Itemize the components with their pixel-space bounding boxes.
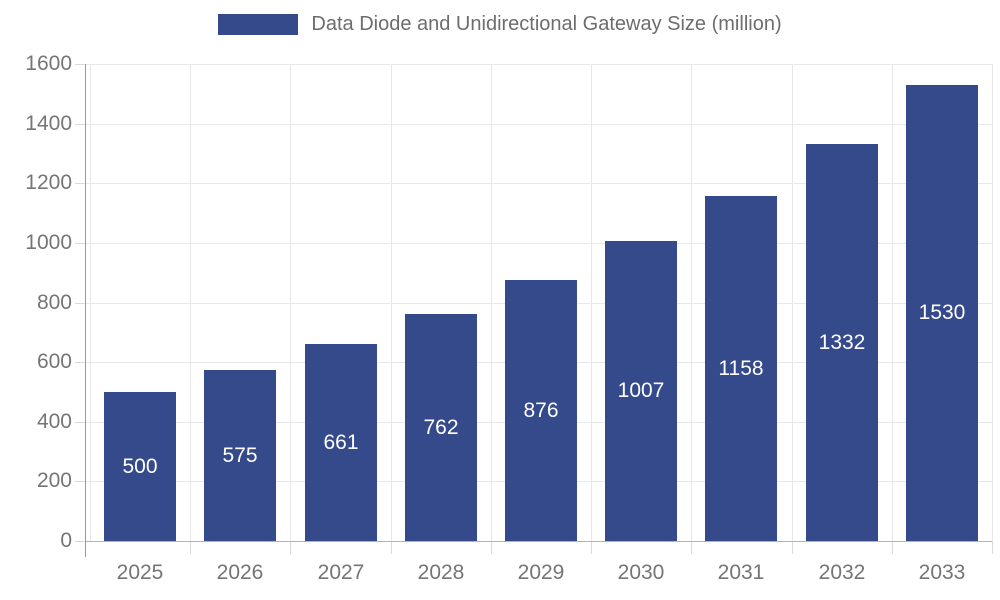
x-tick-label: 2025 — [116, 561, 164, 584]
x-gridline — [90, 64, 91, 541]
bar: 575 — [204, 370, 276, 541]
bar-value-label: 1007 — [617, 379, 665, 402]
x-gridline — [591, 64, 592, 541]
y-tick — [75, 422, 85, 423]
bar: 1530 — [906, 85, 978, 541]
y-tick — [75, 183, 85, 184]
bar: 1158 — [705, 196, 777, 541]
x-tick — [892, 541, 893, 554]
y-tick-label: 1600 — [25, 52, 72, 75]
x-gridline — [290, 64, 291, 541]
x-tick — [491, 541, 492, 554]
x-gridline — [792, 64, 793, 541]
x-tick — [992, 541, 993, 554]
y-tick — [75, 481, 85, 482]
bar: 661 — [305, 344, 377, 541]
x-tick-label: 2030 — [617, 561, 665, 584]
x-tick-label: 2028 — [417, 561, 465, 584]
y-gridline — [85, 124, 992, 125]
x-gridline — [391, 64, 392, 541]
x-gridline — [992, 64, 993, 541]
bar-value-label: 1530 — [918, 301, 966, 324]
x-gridline — [491, 64, 492, 541]
x-gridline — [691, 64, 692, 541]
x-tick-label: 2029 — [517, 561, 565, 584]
bar: 876 — [505, 280, 577, 541]
y-tick-label: 0 — [60, 529, 72, 552]
bar: 500 — [104, 392, 176, 541]
bar-value-label: 762 — [423, 416, 459, 439]
x-tick — [190, 541, 191, 554]
y-gridline — [85, 243, 992, 244]
x-tick — [691, 541, 692, 554]
bar-value-label: 500 — [122, 455, 158, 478]
y-tick-label: 1400 — [25, 112, 72, 135]
x-tick — [290, 541, 291, 554]
x-tick-label: 2032 — [818, 561, 866, 584]
y-axis-spine — [85, 64, 86, 557]
x-tick-label: 2026 — [216, 561, 264, 584]
y-tick — [75, 541, 85, 542]
y-tick-label: 1000 — [25, 231, 72, 254]
y-tick-label: 600 — [36, 350, 72, 373]
x-tick-label: 2031 — [717, 561, 765, 584]
bar: 762 — [405, 314, 477, 541]
y-tick-label: 400 — [36, 410, 72, 433]
x-gridline — [190, 64, 191, 541]
x-tick — [591, 541, 592, 554]
bar: 1007 — [605, 241, 677, 541]
legend-label: Data Diode and Unidirectional Gateway Si… — [311, 13, 782, 35]
y-tick — [75, 243, 85, 244]
zero-line — [85, 541, 992, 542]
bar: 1332 — [806, 144, 878, 541]
y-tick — [75, 362, 85, 363]
y-tick — [75, 64, 85, 65]
bar-value-label: 1332 — [818, 331, 866, 354]
x-tick-label: 2033 — [918, 561, 966, 584]
legend: Data Diode and Unidirectional Gateway Si… — [0, 14, 1000, 35]
y-tick-label: 200 — [36, 469, 72, 492]
x-tick — [391, 541, 392, 554]
y-tick-label: 800 — [36, 291, 72, 314]
x-tick-label: 2027 — [317, 561, 365, 584]
x-tick — [792, 541, 793, 554]
y-tick — [75, 124, 85, 125]
x-gridline — [892, 64, 893, 541]
y-tick-label: 1200 — [25, 171, 72, 194]
bar-value-label: 661 — [323, 431, 359, 454]
y-gridline — [85, 183, 992, 184]
bar-value-label: 876 — [523, 399, 559, 422]
y-gridline — [85, 64, 992, 65]
legend-swatch-icon — [218, 14, 299, 35]
bar-value-label: 575 — [222, 444, 258, 467]
bar-value-label: 1158 — [718, 357, 764, 380]
y-tick — [75, 303, 85, 304]
